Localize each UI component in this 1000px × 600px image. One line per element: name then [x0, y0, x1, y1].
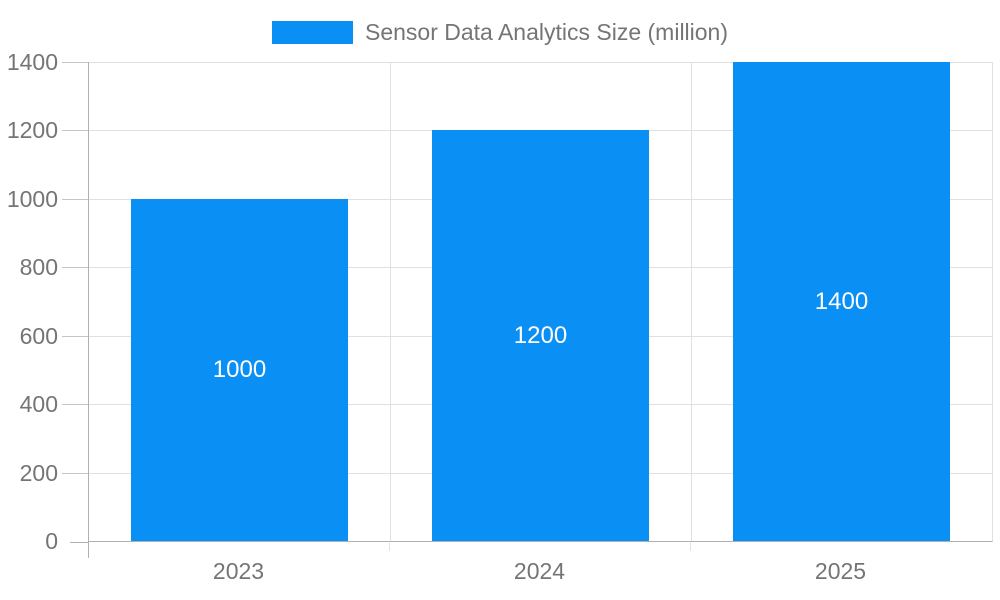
y-axis-tick-label: 1200: [6, 117, 58, 144]
plot-area: 1000 1200 1400: [88, 62, 993, 542]
y-axis-tick-extension: [88, 542, 89, 558]
bar-value-label: 1000: [212, 355, 267, 383]
bar[interactable]: [432, 130, 649, 541]
y-axis-tick-label: 1000: [6, 185, 58, 212]
gridline-vertical: [390, 62, 391, 541]
y-axis-tick: [62, 62, 88, 63]
bar[interactable]: [733, 62, 950, 541]
bar[interactable]: [131, 198, 348, 541]
y-axis-tick: [62, 267, 88, 269]
legend-swatch-icon: [271, 20, 353, 44]
x-axis-zero-tick: [70, 542, 88, 543]
y-axis-tick-label: 0: [45, 528, 58, 554]
y-axis-tick-label: 400: [19, 391, 58, 418]
x-axis-boundary-tick: [389, 543, 390, 551]
y-axis-tick: [62, 130, 88, 132]
legend-label: Sensor Data Analytics Size (million): [364, 18, 729, 45]
gridline-vertical: [691, 62, 692, 541]
y-axis-tick: [62, 404, 88, 406]
x-axis-boundary-tick: [690, 543, 691, 551]
gridline-horizontal: [89, 62, 992, 63]
y-axis-tick: [62, 198, 88, 200]
x-axis-category-label: 2024: [513, 558, 566, 584]
bar-value-label: 1200: [513, 321, 568, 349]
y-axis-tick-label: 600: [19, 322, 58, 349]
y-axis-tick-label: 800: [19, 254, 58, 281]
y-axis-tick: [62, 335, 88, 337]
legend[interactable]: Sensor Data Analytics Size (million): [0, 17, 1000, 47]
bar-value-label: 1400: [814, 287, 869, 315]
y-axis-tick-label: 1400: [6, 49, 58, 75]
x-axis-category-label: 2023: [212, 558, 265, 584]
y-axis-tick: [62, 472, 88, 474]
y-axis-tick-label: 200: [19, 459, 58, 486]
x-axis-category-label: 2025: [814, 558, 867, 584]
